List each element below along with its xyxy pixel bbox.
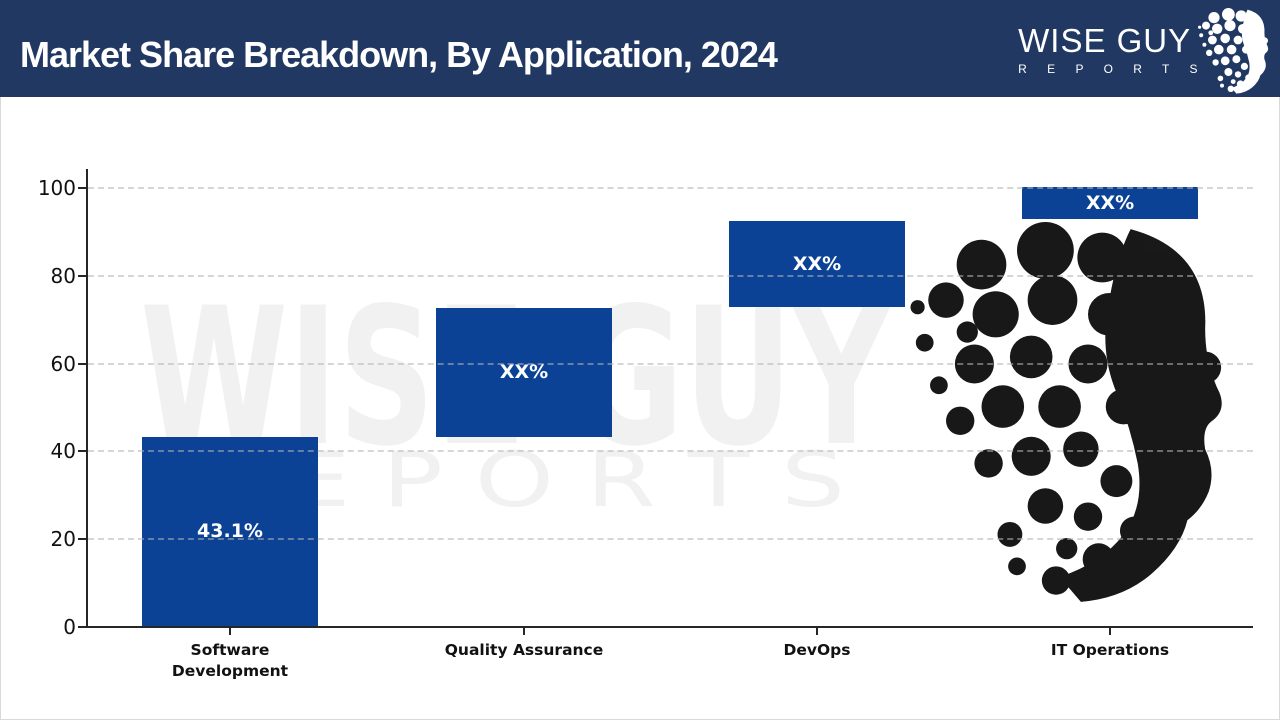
logo-wordmark: WISE GUY bbox=[1018, 22, 1192, 59]
x-axis bbox=[86, 626, 1253, 628]
category-label: DevOps bbox=[783, 641, 851, 659]
gridline-60 bbox=[88, 362, 1253, 365]
header-bar: Market Share Breakdown, By Application, … bbox=[0, 0, 1280, 97]
category-label: Software Development bbox=[171, 641, 289, 680]
y-tick-mark bbox=[78, 187, 86, 189]
y-tick-label: 40 bbox=[50, 439, 76, 464]
x-tick-mark bbox=[1109, 628, 1111, 635]
bar-value-label: XX% bbox=[499, 361, 549, 384]
bar-value-label: XX% bbox=[1085, 192, 1135, 215]
bar-value-label: 43.1% bbox=[197, 520, 263, 543]
y-axis bbox=[86, 169, 88, 628]
y-tick-label: 80 bbox=[50, 263, 76, 288]
bar-3 bbox=[729, 221, 905, 308]
y-tick-mark bbox=[78, 538, 86, 541]
gridline-20 bbox=[88, 538, 1253, 541]
y-tick-mark bbox=[78, 450, 86, 453]
y-tick-label: 0 bbox=[63, 615, 76, 639]
bar-1 bbox=[142, 436, 318, 626]
y-tick-mark bbox=[78, 626, 86, 628]
y-tick-mark bbox=[78, 362, 86, 365]
gridline-100 bbox=[88, 187, 1253, 189]
head-dots-icon bbox=[1198, 8, 1269, 94]
x-tick-mark bbox=[523, 628, 525, 635]
y-tick-label: 60 bbox=[50, 351, 76, 376]
wiseguy-logo-text: WISE GUY R E P O R T S bbox=[1018, 24, 1206, 76]
x-tick-mark bbox=[816, 628, 818, 635]
category-label: IT Operations bbox=[1050, 641, 1170, 659]
gridline-40 bbox=[88, 450, 1253, 453]
wiseguy-head-icon bbox=[1190, 8, 1270, 100]
wiseguy-logo: WISE GUY R E P O R T S bbox=[1002, 4, 1272, 94]
category-label: Quality Assurance bbox=[444, 641, 604, 659]
y-tick-mark bbox=[78, 274, 86, 277]
logo-subtitle: R E P O R T S bbox=[1018, 62, 1206, 76]
bar-2 bbox=[436, 307, 612, 437]
page-title: Market Share Breakdown, By Application, … bbox=[20, 34, 778, 75]
gridline-80 bbox=[88, 274, 1253, 277]
y-tick-label: 100 bbox=[37, 176, 76, 200]
bar-value-label: XX% bbox=[792, 253, 842, 276]
x-tick-mark bbox=[229, 628, 231, 635]
y-tick-label: 20 bbox=[50, 527, 76, 552]
bar-4 bbox=[1022, 187, 1198, 220]
